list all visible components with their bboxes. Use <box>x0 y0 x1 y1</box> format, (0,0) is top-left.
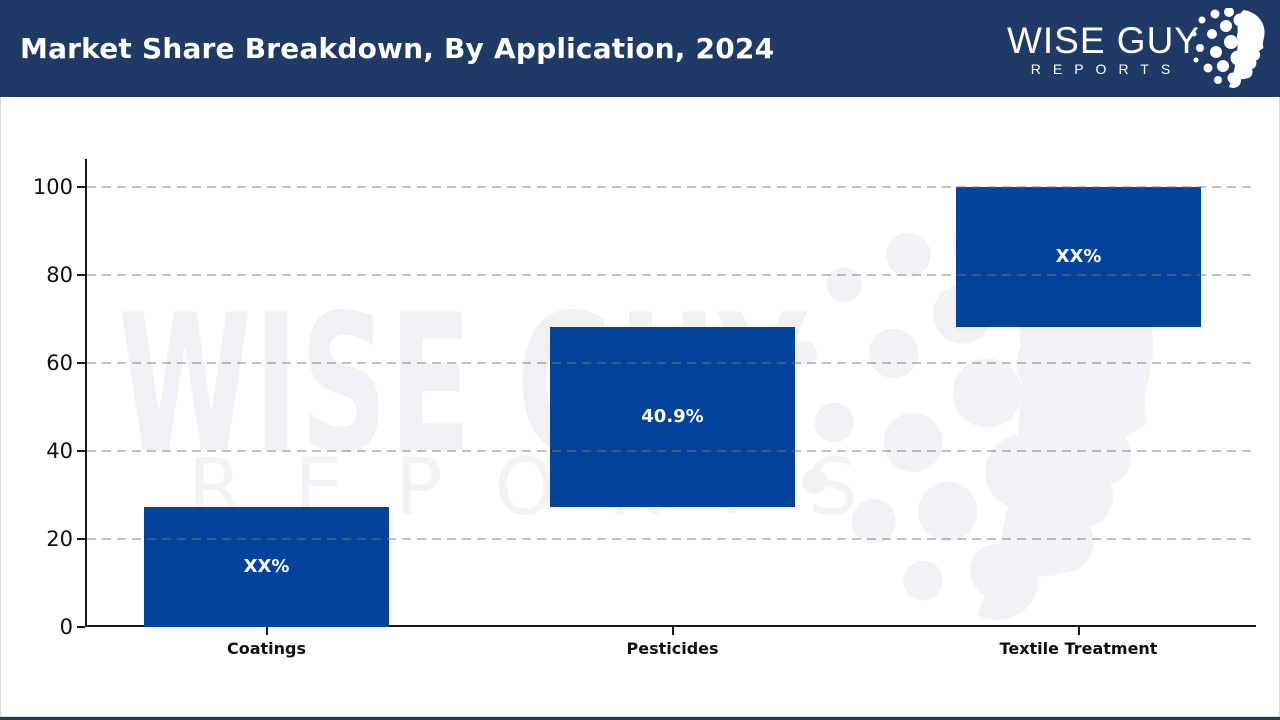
bar-textile-treatment: XX% <box>956 187 1201 327</box>
y-tick-mark-0 <box>77 626 85 628</box>
logo-face-icon <box>1188 8 1268 92</box>
x-tick-mark-2 <box>1077 627 1080 635</box>
gridline-20 <box>87 538 1256 540</box>
y-tick-label-40: 40 <box>46 439 73 463</box>
logo-wordmark: WISE GUY <box>1006 20 1200 61</box>
gridline-60 <box>87 362 1256 364</box>
x-category-label-1: Pesticides <box>626 639 719 658</box>
x-category-label-2: Textile Treatment <box>999 639 1158 658</box>
bar-value-label: XX% <box>243 556 290 578</box>
footer-bar <box>0 717 1280 720</box>
bar-value-label: 40.9% <box>641 406 704 428</box>
y-tick-mark-60 <box>77 362 85 364</box>
y-tick-mark-100 <box>77 186 85 188</box>
bar-pesticides: 40.9% <box>550 326 795 507</box>
y-tick-label-80: 80 <box>46 263 73 287</box>
y-tick-label-0: 0 <box>59 615 73 639</box>
gridline-80 <box>87 274 1256 276</box>
plot-area: 0 20 40 60 80 100 XX% Coatings 40.9% Pesticides XX… <box>33 159 1256 658</box>
y-tick-label-20: 20 <box>46 527 73 551</box>
y-tick-mark-80 <box>77 274 85 276</box>
y-tick-mark-40 <box>77 450 85 452</box>
y-tick-label-60: 60 <box>46 351 73 375</box>
x-tick-mark-0 <box>265 627 268 635</box>
x-category-label-0: Coatings <box>226 639 307 658</box>
bar-value-label: XX% <box>1055 246 1102 268</box>
y-tick-label-100: 100 <box>32 175 73 199</box>
brand-logo: WISE GUY REPORTS <box>1007 0 1272 97</box>
gridline-100 <box>87 186 1256 188</box>
logo-subtext: REPORTS <box>1030 61 1183 77</box>
x-tick-mark-1 <box>671 627 674 635</box>
bar-coatings: XX% <box>144 506 389 627</box>
header: Market Share Breakdown, By Application, … <box>0 0 1280 97</box>
chart-title: Market Share Breakdown, By Application, … <box>20 32 775 65</box>
brand-logo-text: WISE GUY REPORTS <box>1007 22 1200 77</box>
y-tick-mark-20 <box>77 538 85 540</box>
gridline-40 <box>87 450 1256 452</box>
